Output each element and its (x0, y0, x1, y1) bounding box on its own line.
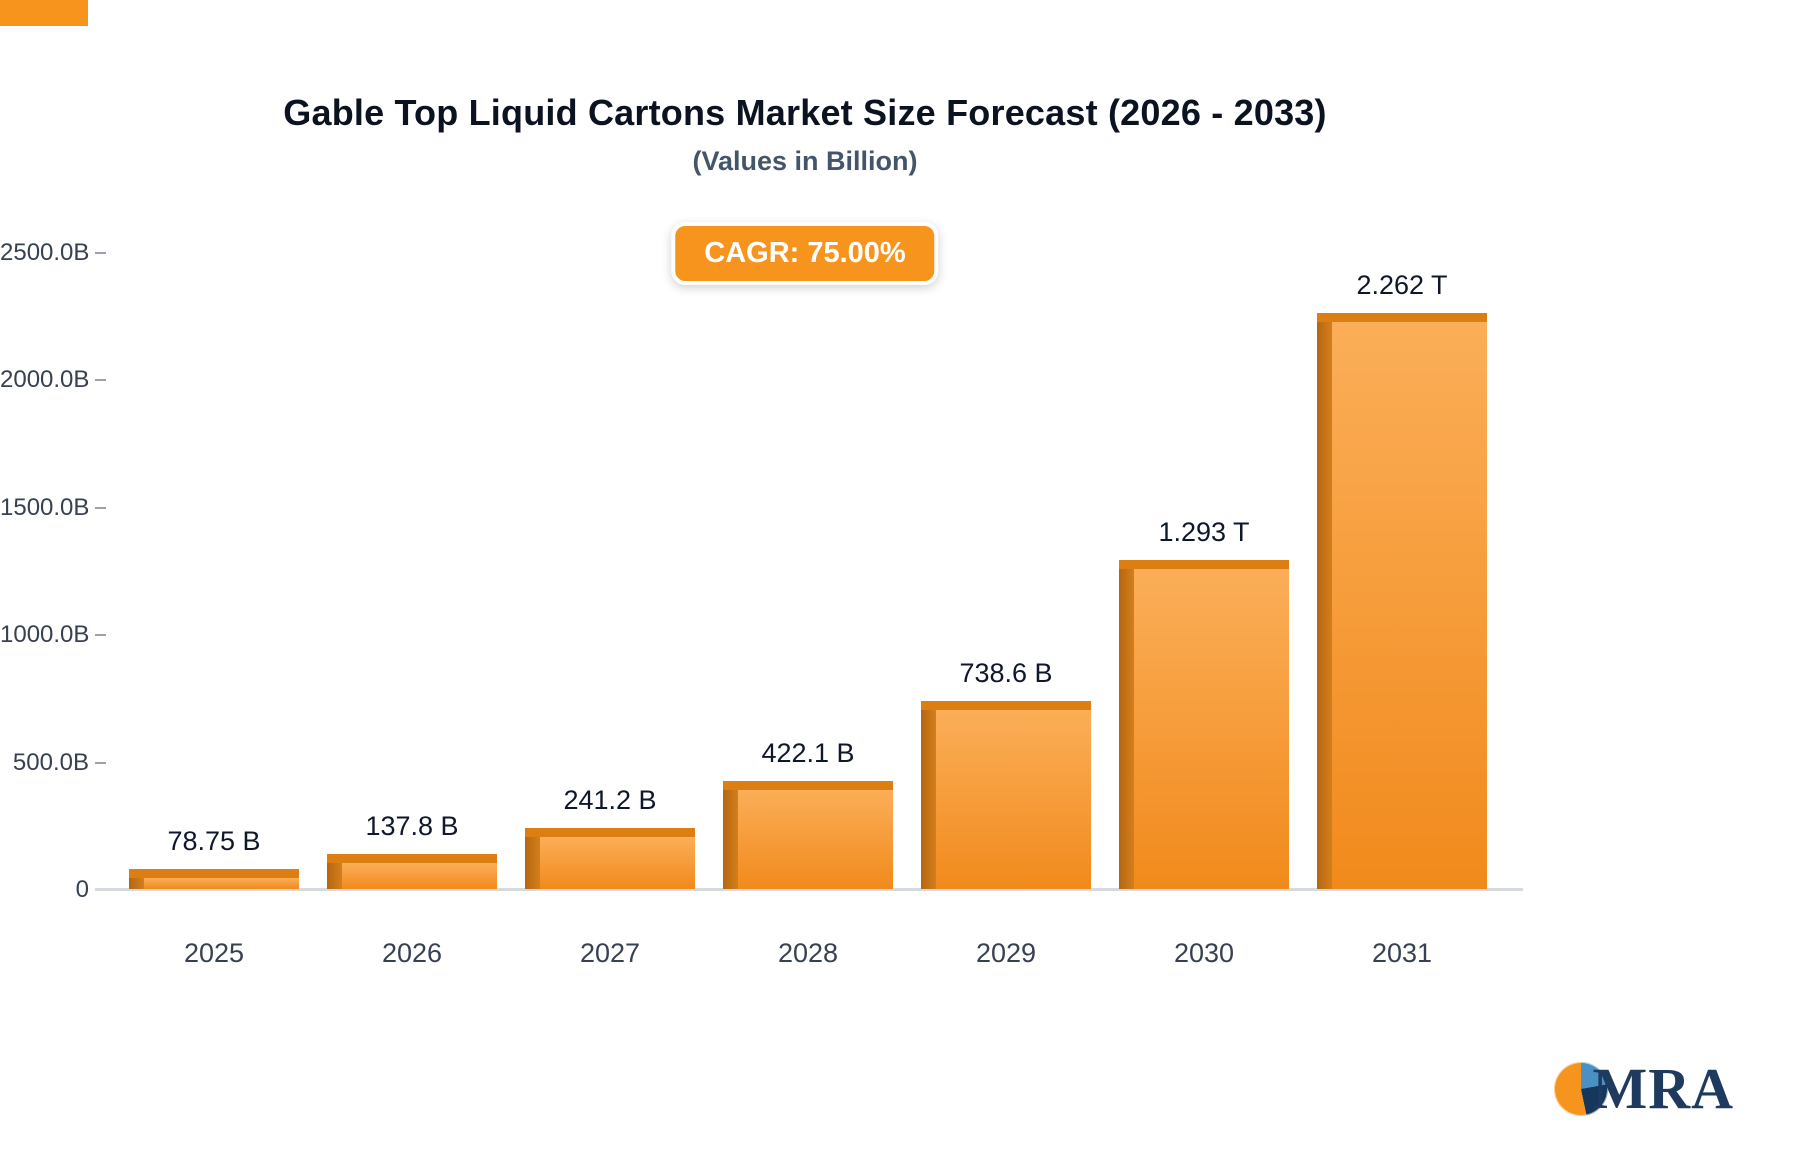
y-tick-label: 1500.0B (0, 493, 90, 521)
y-axis: 0 500.0B 1000.0B 1500.0B 2000.0B 2500.0B (0, 239, 106, 903)
y-tick: 2000.0B (0, 366, 106, 394)
bar-side-face (723, 790, 738, 889)
bar-2027[interactable] (525, 828, 695, 889)
chart-subtitle: (Values in Billion) (692, 146, 918, 176)
bar-side-face (921, 710, 936, 889)
y-tick-label: 1000.0B (0, 621, 90, 649)
bar-2031[interactable] (1317, 313, 1487, 889)
chart-title: Gable Top Liquid Cartons Market Size For… (283, 92, 1327, 133)
y-tick: 0 (0, 876, 106, 904)
plot-area: 78.75 B 137.8 B 241.2 B 422.1 B 738.6 B 1.293… (115, 253, 1501, 890)
y-tick-mark (95, 252, 106, 254)
bar-column: 78.75 B (115, 252, 313, 889)
bar-face-face (936, 710, 1091, 889)
bar-2026[interactable] (327, 854, 497, 889)
y-tick-mark (95, 761, 106, 764)
bar-side-face (525, 837, 540, 889)
mra-logo-text: MRA (1592, 1056, 1734, 1121)
mra-logo-pie-icon (1554, 1062, 1609, 1116)
bar-column: 2.262 T (1303, 252, 1501, 889)
bar-top-face (525, 828, 695, 837)
bar-face-face (144, 878, 299, 889)
bar-column: 137.8 B (313, 252, 511, 889)
bar-side-face (1119, 569, 1134, 889)
y-tick: 1500.0B (0, 494, 106, 522)
x-axis-label: 2026 (381, 938, 443, 968)
bar-top-face (723, 781, 893, 790)
y-tick-mark (95, 379, 106, 382)
bar-column: 1.293 T (1105, 252, 1303, 889)
x-axis-label: 2028 (777, 938, 839, 968)
bar-side-face (1317, 322, 1332, 889)
y-tick-mark (95, 634, 106, 637)
bar-side-face (327, 863, 342, 889)
bar-column: 422.1 B (709, 252, 907, 889)
x-axis-label: 2025 (183, 938, 245, 968)
bar-top-face (129, 869, 299, 878)
bar-column: 738.6 B (907, 252, 1105, 889)
bar-2025[interactable] (129, 869, 299, 889)
y-tick-label: 500.0B (12, 748, 89, 776)
bar-value-label: 422.1 B (761, 738, 855, 768)
x-axis-label: 2029 (975, 938, 1037, 968)
bar-top-face (1317, 313, 1487, 322)
bar-top-face (921, 701, 1091, 710)
bar-top-face (327, 854, 497, 863)
bar-value-label: 1.293 T (1158, 517, 1250, 547)
bar-column: 241.2 B (511, 252, 709, 889)
x-axis-line (95, 888, 1523, 891)
x-axis-label: 2030 (1173, 938, 1235, 968)
x-axis-label: 2027 (579, 938, 641, 968)
bar-side-face (129, 878, 144, 889)
x-axis: 2025 2026 2027 2028 2029 2030 2031 (115, 938, 1501, 978)
bar-face-face (540, 837, 695, 889)
mra-logo: MRA (1554, 1060, 1734, 1118)
bar-face-face (1134, 569, 1289, 889)
bar-face-face (738, 790, 893, 889)
cagr-badge: CAGR: 75.00% (671, 222, 939, 285)
bar-2030[interactable] (1119, 560, 1289, 889)
bar-top-face (1119, 560, 1289, 569)
bar-value-label: 2.262 T (1356, 270, 1448, 300)
bar-face-face (1332, 322, 1487, 889)
bar-value-label: 241.2 B (563, 785, 657, 815)
y-tick: 1000.0B (0, 621, 106, 649)
bar-2028[interactable] (723, 781, 893, 889)
y-tick-label: 2000.0B (0, 366, 90, 394)
bar-value-label: 738.6 B (959, 658, 1053, 688)
corner-accent-bar (0, 0, 88, 26)
bar-value-label: 78.75 B (167, 826, 261, 856)
bar-value-label: 137.8 B (365, 811, 459, 841)
y-tick: 2500.0B (0, 239, 106, 267)
y-tick-mark (95, 506, 106, 509)
x-axis-label: 2031 (1371, 938, 1433, 968)
bar-2029[interactable] (921, 701, 1091, 889)
y-tick-label: 2500.0B (0, 239, 90, 266)
y-tick-label: 0 (75, 876, 89, 903)
y-tick: 500.0B (0, 749, 106, 777)
bar-face-face (342, 863, 497, 889)
